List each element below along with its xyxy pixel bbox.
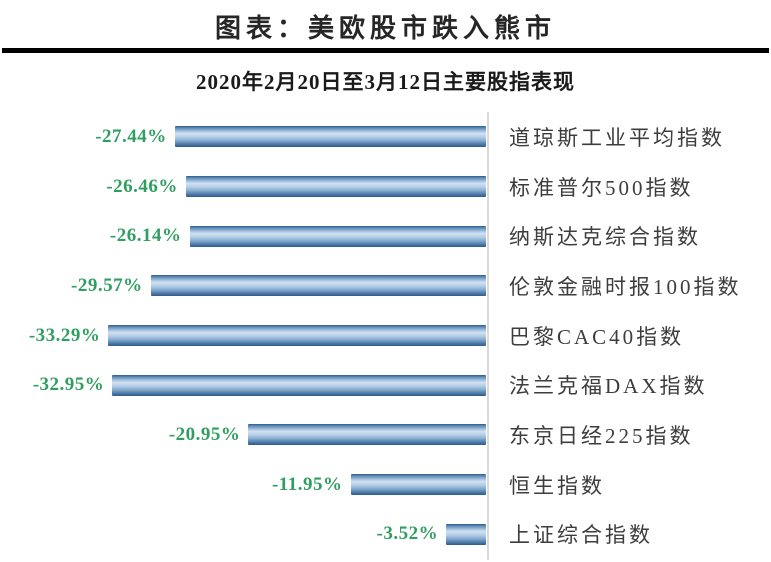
axis-line — [487, 112, 489, 560]
value-label: -33.29% — [28, 324, 101, 346]
chart-title: 图表：美欧股市跌入熊市 — [214, 14, 556, 43]
chart-header: 图表：美欧股市跌入熊市 2020年2月20日至3月12日主要股指表现 — [0, 0, 771, 96]
bar-zone: -29.57% — [0, 275, 486, 297]
index-label: 标准普尔500指数 — [509, 175, 694, 200]
bar-zone: -20.95% — [0, 424, 486, 446]
bar — [446, 523, 486, 545]
value-label: -32.95% — [32, 374, 105, 396]
chart-row: -27.44% 道琼斯工业平均指数 — [0, 112, 771, 162]
index-label: 巴黎CAC40指数 — [509, 324, 685, 349]
bar-zone: -27.44% — [0, 126, 486, 148]
bar — [174, 126, 486, 148]
value-label: -11.95% — [271, 473, 343, 495]
chart-subtitle: 2020年2月20日至3月12日主要股指表现 — [196, 70, 575, 94]
bar-zone: -32.95% — [0, 374, 486, 396]
chart-row: -26.14% 纳斯达克综合指数 — [0, 211, 771, 261]
bar — [150, 275, 486, 297]
index-label: 上证综合指数 — [509, 523, 653, 548]
index-label: 恒生指数 — [509, 473, 605, 498]
bar-zone: -26.14% — [0, 225, 486, 247]
chart-row: -33.29% 巴黎CAC40指数 — [0, 311, 771, 361]
value-label: -20.95% — [168, 423, 241, 445]
index-label: 伦敦金融时报100指数 — [509, 274, 742, 299]
chart-row: -11.95% 恒生指数 — [0, 460, 771, 510]
index-label: 法兰克福DAX指数 — [509, 374, 708, 399]
value-label: -3.52% — [376, 523, 439, 545]
bar — [108, 325, 486, 347]
bar — [189, 225, 486, 247]
chart-row: -29.57% 伦敦金融时报100指数 — [0, 261, 771, 311]
chart-rows: -27.44% 道琼斯工业平均指数 -26.46% 标准普尔500指数 -26.14% 纳… — [0, 112, 771, 559]
bar — [248, 424, 486, 446]
bar — [350, 474, 486, 496]
index-label: 纳斯达克综合指数 — [509, 225, 701, 250]
chart-row: -26.46% 标准普尔500指数 — [0, 162, 771, 212]
bar — [185, 176, 486, 198]
value-label: -27.44% — [95, 125, 167, 147]
title-divider — [2, 48, 769, 53]
value-label: -29.57% — [71, 274, 143, 296]
index-label: 道琼斯工业平均指数 — [509, 125, 725, 150]
bar — [112, 374, 486, 396]
index-label: 东京日经225指数 — [509, 423, 694, 448]
chart-row: -3.52% 上证综合指数 — [0, 510, 771, 560]
bar-zone: -3.52% — [0, 523, 486, 545]
value-label: -26.46% — [106, 175, 178, 197]
bar-zone: -26.46% — [0, 176, 486, 198]
bar-chart: -27.44% 道琼斯工业平均指数 -26.46% 标准普尔500指数 -26.14% 纳… — [0, 112, 771, 562]
value-label: -26.14% — [109, 225, 182, 247]
chart-row: -20.95% 东京日经225指数 — [0, 410, 771, 460]
chart-row: -32.95% 法兰克福DAX指数 — [0, 360, 771, 410]
bar-zone: -33.29% — [0, 325, 486, 347]
bar-zone: -11.95% — [0, 474, 486, 496]
